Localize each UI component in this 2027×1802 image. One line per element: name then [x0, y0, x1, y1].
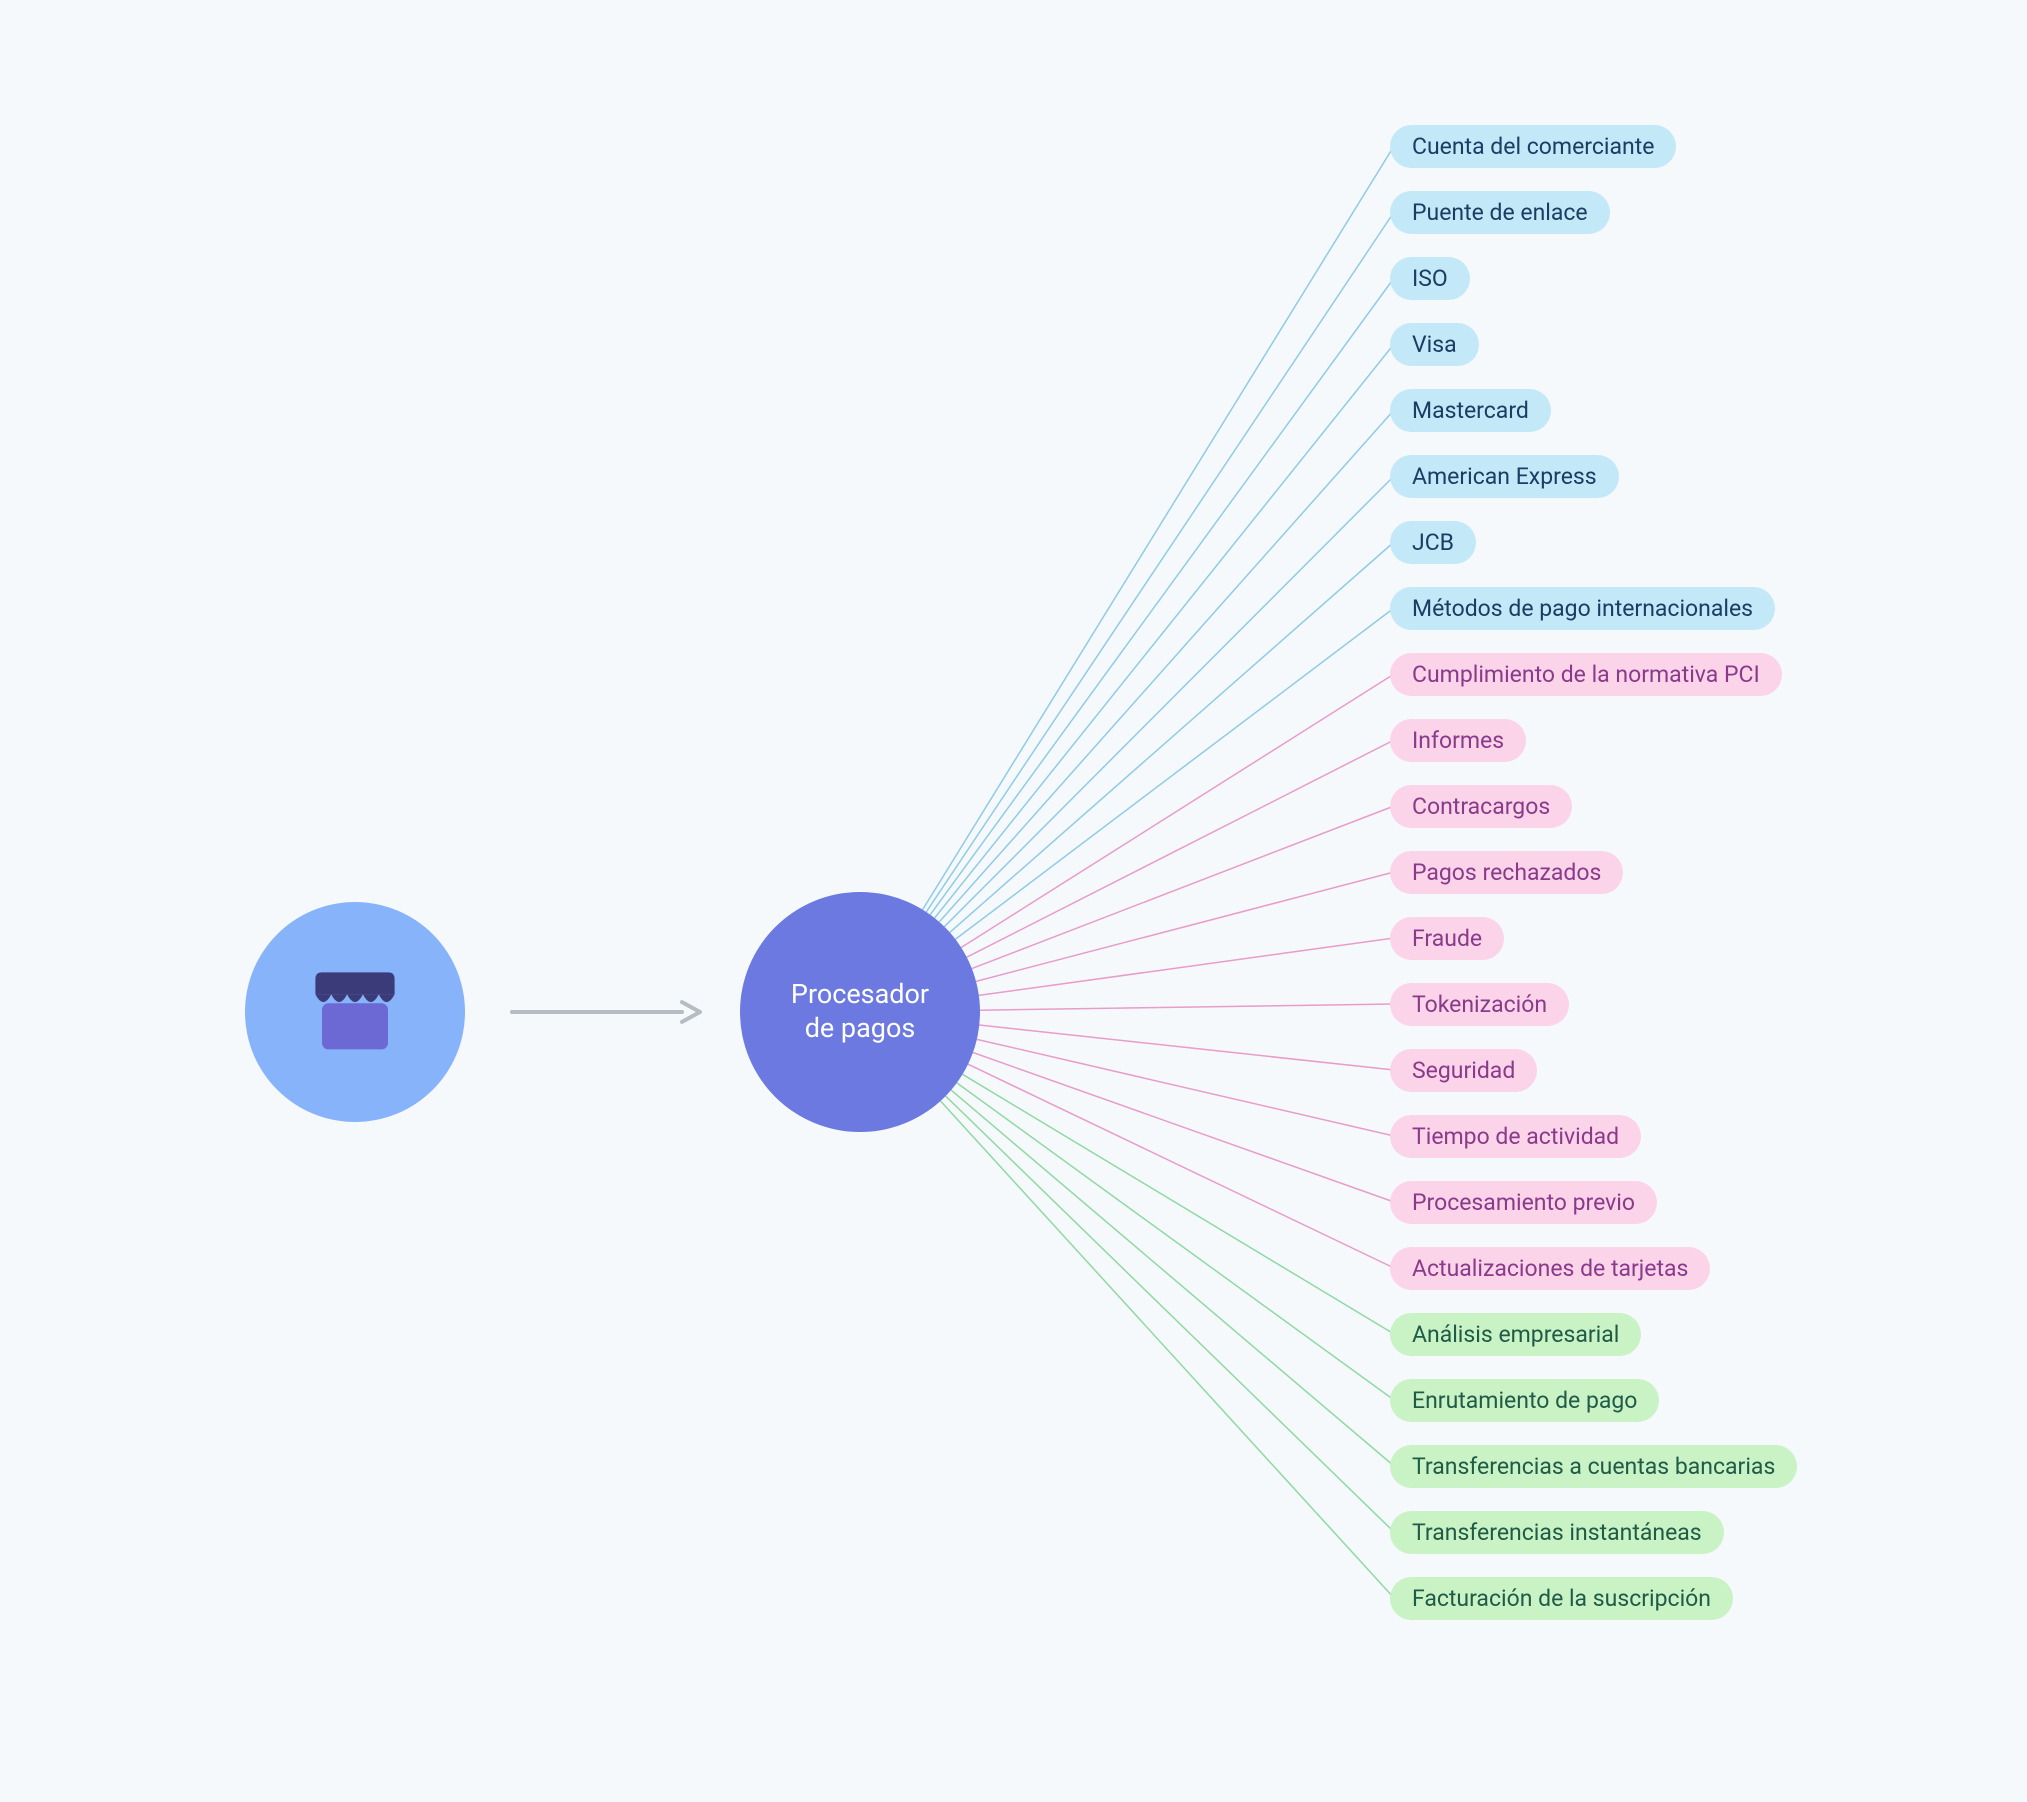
connector-line — [955, 608, 1394, 939]
connector-line — [939, 410, 1394, 922]
connector-line — [972, 806, 1394, 969]
connector-line — [923, 146, 1394, 910]
feature-pill: Métodos de pago internacionales — [1390, 587, 1775, 630]
feature-pill: Procesamiento previo — [1390, 1181, 1657, 1224]
feature-pill-label: Contracargos — [1412, 793, 1550, 820]
connector-line — [967, 740, 1394, 957]
feature-pill: Enrutamiento de pago — [1390, 1379, 1659, 1422]
feature-pill-label: Tokenización — [1412, 991, 1547, 1018]
feature-pill-label: Transferencias a cuentas bancarias — [1412, 1453, 1775, 1480]
connector-line — [973, 1052, 1394, 1202]
connector-line — [980, 1004, 1394, 1010]
feature-pill: JCB — [1390, 521, 1476, 564]
connector-line — [968, 1064, 1394, 1268]
feature-pill-label: Mastercard — [1412, 397, 1529, 424]
feature-pill: Puente de enlace — [1390, 191, 1610, 234]
merchant-node — [245, 902, 465, 1122]
processor-node: Procesadorde pagos — [740, 892, 980, 1132]
feature-pill: American Express — [1390, 455, 1619, 498]
connector-line — [950, 542, 1394, 932]
feature-pill-label: Actualizaciones de tarjetas — [1412, 1255, 1688, 1282]
feature-pill-label: ISO — [1412, 265, 1448, 292]
feature-pill-label: Análisis empresarial — [1412, 1321, 1619, 1348]
feature-pill-label: Métodos de pago internacionales — [1412, 595, 1753, 622]
feature-pill: Análisis empresarial — [1390, 1313, 1641, 1356]
connector-line — [951, 1090, 1394, 1466]
feature-pill: Seguridad — [1390, 1049, 1537, 1092]
feature-pill-label: Transferencias instantáneas — [1412, 1519, 1702, 1546]
connector-line — [979, 938, 1394, 995]
feature-pill: Informes — [1390, 719, 1526, 762]
connector-line — [957, 1083, 1394, 1400]
connector-line — [935, 344, 1394, 918]
processor-label-line2: de pagos — [791, 1012, 929, 1046]
feature-pill: Actualizaciones de tarjetas — [1390, 1247, 1710, 1290]
connector-line — [979, 1025, 1394, 1070]
feature-pill-label: Tiempo de actividad — [1412, 1123, 1619, 1150]
feature-pill: Transferencias instantáneas — [1390, 1511, 1724, 1554]
feature-pill: Tiempo de actividad — [1390, 1115, 1641, 1158]
connector-line — [961, 674, 1394, 947]
connector-line — [976, 872, 1394, 981]
feature-pill-label: Puente de enlace — [1412, 199, 1588, 226]
feature-pill: Mastercard — [1390, 389, 1551, 432]
feature-pill-label: JCB — [1412, 529, 1454, 556]
storefront-icon — [300, 957, 410, 1067]
processor-label-line1: Procesador — [791, 978, 929, 1012]
feature-pill-label: Seguridad — [1412, 1057, 1515, 1084]
feature-pill: ISO — [1390, 257, 1470, 300]
feature-pill-label: Fraude — [1412, 925, 1482, 952]
feature-pill: Tokenización — [1390, 983, 1569, 1026]
feature-pill: Contracargos — [1390, 785, 1572, 828]
connector-line — [944, 476, 1394, 927]
feature-pill-label: American Express — [1412, 463, 1597, 490]
feature-pill-label: Visa — [1412, 331, 1457, 358]
arrow-head — [682, 1002, 700, 1022]
feature-pill-label: Cuenta del comerciante — [1412, 133, 1654, 160]
processor-label: Procesadorde pagos — [791, 978, 929, 1046]
feature-pill-label: Pagos rechazados — [1412, 859, 1601, 886]
diagram-canvas: Procesadorde pagos Cuenta del comerciante… — [0, 0, 2027, 1802]
feature-pill: Fraude — [1390, 917, 1504, 960]
connector-line — [930, 278, 1394, 915]
feature-pill: Cumplimiento de la normativa PCI — [1390, 653, 1782, 696]
feature-pill: Pagos rechazados — [1390, 851, 1623, 894]
feature-pill: Transferencias a cuentas bancarias — [1390, 1445, 1797, 1488]
feature-pill-label: Enrutamiento de pago — [1412, 1387, 1637, 1414]
connector-line — [926, 212, 1394, 912]
feature-pill-label: Procesamiento previo — [1412, 1189, 1635, 1216]
feature-pill-label: Facturación de la suscripción — [1412, 1585, 1711, 1612]
connector-line — [946, 1096, 1394, 1532]
connector-line — [940, 1101, 1394, 1598]
feature-pill-label: Cumplimiento de la normativa PCI — [1412, 661, 1760, 688]
feature-pill-label: Informes — [1412, 727, 1504, 754]
feature-pill: Facturación de la suscripción — [1390, 1577, 1733, 1620]
feature-pill: Visa — [1390, 323, 1479, 366]
connector-line — [963, 1074, 1394, 1334]
connector-line — [977, 1039, 1394, 1136]
feature-pill: Cuenta del comerciante — [1390, 125, 1676, 168]
